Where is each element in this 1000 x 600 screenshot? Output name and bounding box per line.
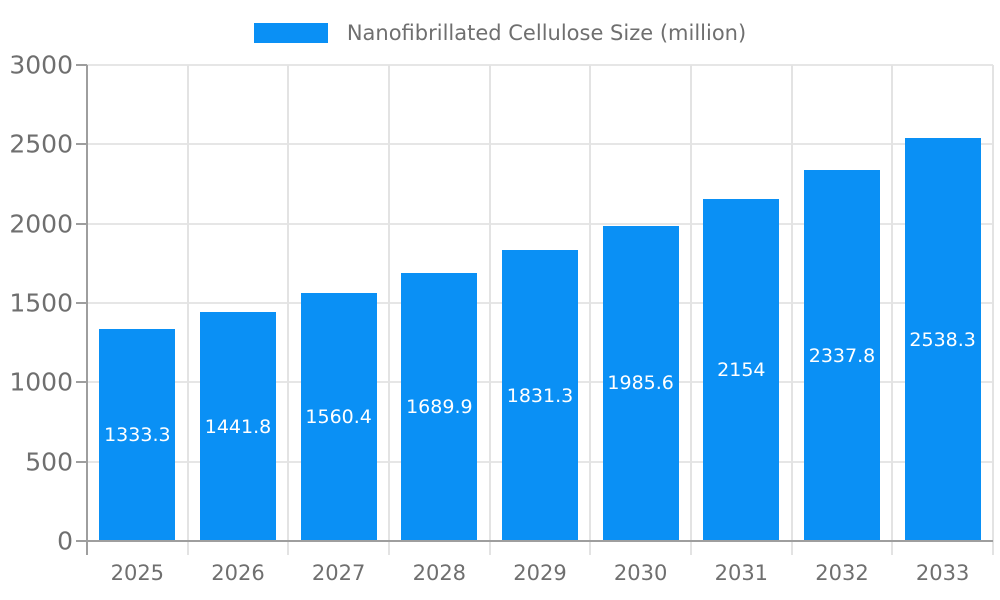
v-gridline bbox=[287, 65, 290, 555]
v-gridline bbox=[992, 65, 994, 555]
legend-item[interactable]: Nanofibrillated Cellulose Size (million) bbox=[253, 21, 747, 45]
v-gridline bbox=[186, 65, 189, 555]
x-axis-label: 2029 bbox=[513, 561, 567, 585]
bar[interactable] bbox=[99, 329, 176, 541]
h-gridline bbox=[87, 143, 993, 146]
x-axis-line bbox=[76, 540, 993, 542]
x-axis-label: 2028 bbox=[412, 561, 467, 585]
y-tick bbox=[76, 540, 87, 542]
bar[interactable] bbox=[502, 250, 578, 541]
h-gridline bbox=[87, 222, 993, 225]
bar[interactable] bbox=[300, 293, 377, 541]
bar[interactable] bbox=[904, 138, 981, 541]
bar-value-label: 1560.4 bbox=[305, 406, 372, 429]
v-gridline bbox=[488, 65, 491, 555]
bar[interactable] bbox=[200, 312, 276, 541]
y-axis-label: 3000 bbox=[9, 50, 73, 80]
bar-value-label: 2154 bbox=[717, 359, 766, 382]
y-axis-label: 1000 bbox=[9, 367, 73, 397]
legend: Nanofibrillated Cellulose Size (million) bbox=[0, 22, 1000, 44]
x-axis-label: 2033 bbox=[915, 561, 970, 585]
y-tick bbox=[76, 222, 87, 225]
y-axis-label: 2000 bbox=[9, 209, 73, 239]
legend-swatch-icon bbox=[253, 23, 328, 43]
bar-value-label: 1333.3 bbox=[104, 424, 171, 447]
v-gridline bbox=[790, 65, 793, 555]
y-axis-label: 1500 bbox=[9, 288, 73, 318]
y-tick bbox=[76, 460, 87, 463]
x-axis-label: 2026 bbox=[211, 561, 265, 585]
y-tick bbox=[76, 143, 87, 146]
bar-value-label: 1831.3 bbox=[506, 384, 574, 407]
bar[interactable] bbox=[703, 199, 780, 541]
bar-value-label: 1689.9 bbox=[406, 395, 473, 418]
x-axis-label: 2027 bbox=[311, 561, 366, 585]
y-axis-label: 2500 bbox=[9, 129, 73, 159]
v-gridline bbox=[388, 65, 390, 555]
y-tick bbox=[76, 64, 87, 66]
x-axis-label: 2025 bbox=[110, 561, 165, 585]
y-axis-label: 0 bbox=[57, 526, 73, 556]
bar-value-label: 2538.3 bbox=[909, 328, 976, 351]
y-axis-line bbox=[86, 65, 88, 555]
x-axis-label: 2031 bbox=[714, 561, 769, 585]
y-tick bbox=[76, 302, 87, 304]
bar-value-label: 1985.6 bbox=[607, 372, 674, 395]
y-axis-label: 500 bbox=[25, 447, 73, 477]
v-gridline bbox=[690, 65, 692, 555]
v-gridline bbox=[589, 65, 592, 555]
x-axis-label: 2032 bbox=[815, 561, 869, 585]
bar[interactable] bbox=[602, 225, 679, 541]
bar[interactable] bbox=[804, 170, 880, 541]
bar-value-label: 1441.8 bbox=[204, 415, 272, 438]
x-axis-label: 2030 bbox=[613, 561, 668, 585]
legend-label: Nanofibrillated Cellulose Size (million) bbox=[346, 21, 747, 45]
h-gridline bbox=[87, 64, 993, 66]
plot-area: 1333.3 1441.8 1560.4 1689.9 1831.3 1985.6 2154… bbox=[87, 64, 994, 555]
y-tick bbox=[76, 381, 87, 384]
bar-value-label: 2337.8 bbox=[808, 344, 876, 367]
bar[interactable] bbox=[401, 272, 478, 541]
v-gridline bbox=[891, 65, 894, 555]
